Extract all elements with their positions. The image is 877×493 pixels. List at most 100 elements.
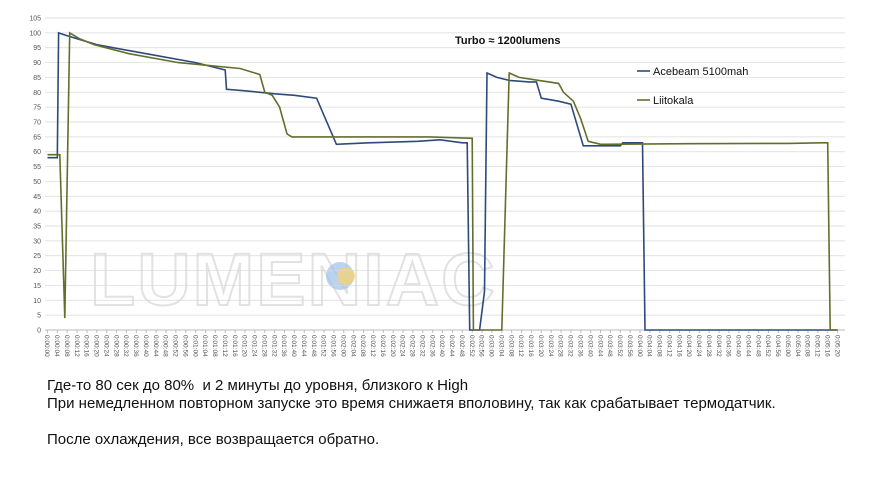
x-tick-label: 0:02:56 [478, 335, 485, 357]
x-tick-label: 0:05:12 [814, 335, 821, 357]
x-tick-label: 0:01:36 [280, 335, 287, 357]
x-tick-label: 0:02:08 [359, 335, 366, 357]
x-tick-label: 0:04:44 [744, 335, 751, 357]
x-tick-label: 0:00:08 [63, 335, 70, 357]
x-tick-label: 0:04:48 [754, 335, 761, 357]
x-tick-label: 0:04:52 [764, 335, 771, 357]
x-tick-label: 0:04:24 [695, 335, 702, 357]
x-tick-label: 0:00:36 [132, 335, 139, 357]
x-tick-label: 0:00:40 [142, 335, 149, 357]
x-tick-label: 0:01:20 [241, 335, 248, 357]
x-tick-label: 0:02:40 [438, 335, 445, 357]
x-tick-label: 0:03:04 [497, 335, 504, 357]
x-tick-label: 0:03:56 [626, 335, 633, 357]
y-tick-label: 75 [33, 105, 41, 112]
x-tick-label: 0:02:24 [399, 335, 406, 357]
x-tick-label: 0:02:32 [418, 335, 425, 357]
x-tick-label: 0:05:00 [784, 335, 791, 357]
y-tick-label: 45 [33, 194, 41, 201]
x-tick-label: 0:03:00 [488, 335, 495, 357]
x-tick-label: 0:01:12 [221, 335, 228, 357]
caption-line: Где-то 80 сек до 80% и 2 минуты до уровн… [47, 377, 468, 394]
x-tick-label: 0:02:44 [448, 335, 455, 357]
x-tick-label: 0:01:08 [211, 335, 218, 357]
caption-line: После охлаждения, все возвращается обрат… [47, 431, 379, 448]
x-tick-label: 0:00:16 [83, 335, 90, 357]
x-tick-label: 0:04:20 [685, 335, 692, 357]
x-tick-label: 0:00:24 [102, 335, 109, 357]
x-tick-label: 0:02:16 [379, 335, 386, 357]
x-tick-label: 0:02:12 [369, 335, 376, 357]
x-tick-label: 0:04:04 [646, 335, 653, 357]
x-tick-label: 0:04:16 [675, 335, 682, 357]
x-tick-label: 0:01:04 [201, 335, 208, 357]
x-tick-label: 0:01:28 [260, 335, 267, 357]
y-tick-label: 80 [33, 90, 41, 97]
x-tick-label: 0:04:32 [715, 335, 722, 357]
y-tick-label: 85 [33, 75, 41, 82]
y-tick-label: 35 [33, 224, 41, 231]
x-tick-label: 0:00:48 [162, 335, 169, 357]
y-tick-label: 60 [33, 149, 41, 156]
x-tick-label: 0:01:16 [231, 335, 238, 357]
x-tick-label: 0:02:28 [409, 335, 416, 357]
x-tick-label: 0:03:32 [567, 335, 574, 357]
x-tick-label: 0:04:56 [774, 335, 781, 357]
y-tick-label: 40 [33, 209, 41, 216]
x-tick-label: 0:01:32 [270, 335, 277, 357]
watermark: LUMENIAC [90, 238, 497, 321]
x-tick-label: 0:03:36 [577, 335, 584, 357]
y-tick-label: 10 [33, 298, 41, 305]
caption-line: При немедленном повторном запуске это вр… [47, 395, 776, 412]
y-tick-label: 15 [33, 283, 41, 290]
x-tick-label: 0:03:12 [517, 335, 524, 357]
x-tick-label: 0:02:00 [339, 335, 346, 357]
x-tick-label: 0:00:28 [112, 335, 119, 357]
x-tick-label: 0:01:48 [310, 335, 317, 357]
y-tick-label: 0 [37, 328, 41, 335]
x-tick-label: 0:03:16 [527, 335, 534, 357]
x-tick-label: 0:04:12 [665, 335, 672, 357]
x-tick-label: 0:00:12 [73, 335, 80, 357]
legend-label: Acebeam 5100mah [653, 66, 748, 78]
x-tick-label: 0:04:28 [705, 335, 712, 357]
x-tick-label: 0:03:08 [507, 335, 514, 357]
x-tick-label: 0:02:52 [468, 335, 475, 357]
y-tick-label: 20 [33, 268, 41, 275]
series-line [47, 31, 838, 331]
x-tick-label: 0:00:44 [152, 335, 159, 357]
x-tick-label: 0:00:04 [53, 335, 60, 357]
x-tick-label: 0:04:08 [656, 335, 663, 357]
x-tick-label: 0:00:00 [43, 335, 50, 357]
x-tick-label: 0:03:40 [586, 335, 593, 357]
x-tick-label: 0:03:52 [616, 335, 623, 357]
y-tick-label: 100 [29, 30, 41, 37]
x-tick-label: 0:00:32 [122, 335, 129, 357]
y-tick-label: 25 [33, 253, 41, 260]
x-tick-label: 0:02:04 [349, 335, 356, 357]
x-tick-label: 0:03:24 [547, 335, 554, 357]
x-tick-label: 0:02:36 [428, 335, 435, 357]
y-tick-label: 70 [33, 120, 41, 127]
y-tick-label: 55 [33, 164, 41, 171]
x-tick-label: 0:03:48 [606, 335, 613, 357]
x-tick-label: 0:05:04 [794, 335, 801, 357]
annotation: Turbo ≈ 1200lumens [455, 35, 560, 47]
x-tick-label: 0:05:08 [804, 335, 811, 357]
y-tick-label: 105 [29, 16, 41, 23]
x-tick-label: 0:05:16 [823, 335, 830, 357]
x-tick-label: 0:04:40 [735, 335, 742, 357]
y-tick-label: 90 [33, 60, 41, 67]
x-tick-label: 0:03:28 [557, 335, 564, 357]
x-tick-label: 0:05:20 [833, 335, 840, 357]
x-tick-label: 0:00:20 [93, 335, 100, 357]
x-tick-label: 0:02:20 [389, 335, 396, 357]
y-tick-label: 50 [33, 179, 41, 186]
x-tick-label: 0:03:20 [537, 335, 544, 357]
x-tick-label: 0:02:48 [458, 335, 465, 357]
x-tick-label: 0:04:36 [725, 335, 732, 357]
x-tick-label: 0:01:44 [300, 335, 307, 357]
y-tick-label: 30 [33, 238, 41, 245]
x-tick-label: 0:01:24 [251, 335, 258, 357]
